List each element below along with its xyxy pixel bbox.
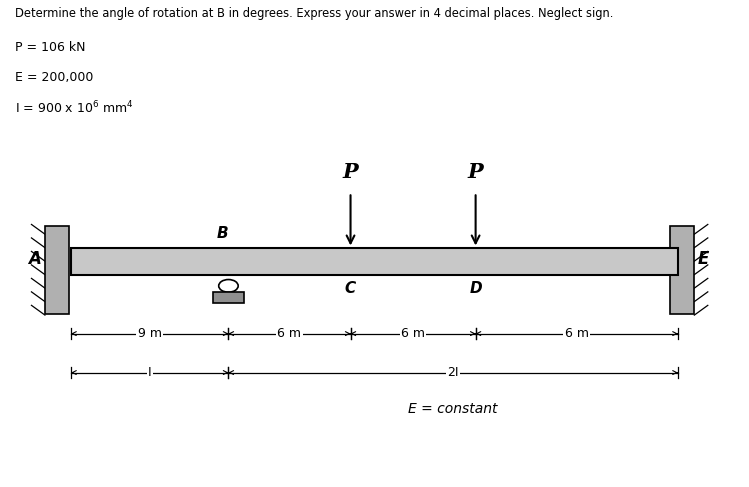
Bar xyxy=(71,248,678,275)
Text: 6 m: 6 m xyxy=(401,327,425,340)
Circle shape xyxy=(219,280,238,292)
Text: 2I: 2I xyxy=(447,366,459,379)
Bar xyxy=(45,226,69,314)
Text: 6 m: 6 m xyxy=(277,327,302,340)
Text: E: E xyxy=(698,250,709,268)
Text: 9 m: 9 m xyxy=(138,327,162,340)
Text: B: B xyxy=(216,226,228,241)
Text: P = 106 kN: P = 106 kN xyxy=(15,41,85,55)
Text: 6 m: 6 m xyxy=(565,327,589,340)
Text: P: P xyxy=(342,162,359,182)
Text: C: C xyxy=(345,281,357,296)
Text: E = constant: E = constant xyxy=(408,402,498,416)
Text: E = 200,000: E = 200,000 xyxy=(15,71,94,84)
Text: A: A xyxy=(28,250,41,268)
Text: P: P xyxy=(467,162,484,182)
Bar xyxy=(213,292,244,303)
Text: I: I xyxy=(148,366,151,379)
Text: D: D xyxy=(470,281,482,296)
Text: Determine the angle of rotation at B in degrees. Express your answer in 4 decima: Determine the angle of rotation at B in … xyxy=(15,7,613,20)
Text: I = 900 x 10$^6$ mm$^4$: I = 900 x 10$^6$ mm$^4$ xyxy=(15,100,133,116)
Bar xyxy=(670,226,694,314)
